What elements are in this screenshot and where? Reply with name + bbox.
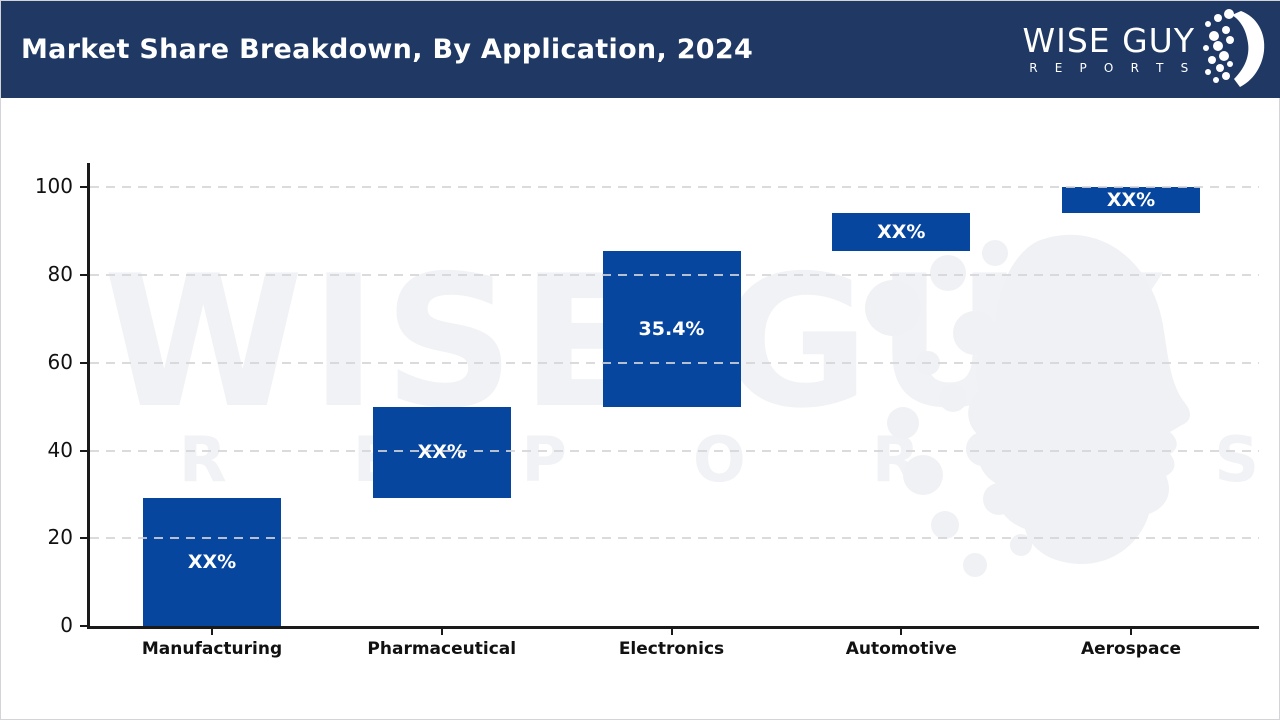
y-tick — [80, 537, 88, 540]
watermark-head-graphic — [865, 234, 1191, 577]
y-tick — [80, 361, 88, 364]
y-tick-label: 60 — [47, 349, 73, 374]
brand-logo-text: WISE GUY R E P O R T S — [1022, 21, 1197, 76]
bar-value-label: XX% — [877, 221, 926, 244]
y-tick-label: 40 — [47, 437, 73, 462]
chart-title: Market Share Breakdown, By Application, … — [21, 34, 754, 65]
bar-automotive: XX% — [832, 213, 971, 252]
x-tick — [670, 628, 673, 635]
brand-subname: R E P O R T S — [1029, 61, 1197, 75]
y-axis-line — [87, 163, 90, 628]
y-tick — [80, 449, 88, 452]
category-label-pharmaceutical: Pharmaceutical — [367, 639, 517, 659]
bar-aerospace: XX% — [1062, 187, 1200, 214]
x-axis-line — [87, 626, 1259, 629]
brand-head-icon — [1203, 9, 1265, 87]
gridline-20 — [90, 537, 1259, 540]
brand-name: WISE GUY — [1022, 21, 1195, 60]
gridline-40 — [90, 449, 1259, 452]
y-tick — [80, 274, 88, 277]
gridline-80 — [90, 274, 1259, 277]
bar-manufacturing: XX% — [143, 497, 281, 626]
bar-electronics: 35.4% — [602, 251, 741, 407]
x-tick — [211, 628, 213, 635]
category-label-manufacturing: Manufacturing — [141, 639, 283, 659]
gridline-60 — [90, 361, 1259, 364]
y-tick-label: 20 — [47, 525, 73, 550]
header-bar: Market Share Breakdown, By Application, … — [1, 1, 1280, 98]
x-tick — [900, 628, 903, 635]
bar-pharmaceutical: XX% — [372, 406, 511, 498]
y-tick-label: 100 — [34, 174, 73, 199]
bar-value-label: XX% — [417, 441, 466, 464]
category-label-electronics: Electronics — [618, 639, 725, 659]
bar-value-label: XX% — [1106, 189, 1156, 212]
x-tick — [1130, 628, 1132, 635]
brand-logo: WISE GUY R E P O R T S — [1022, 6, 1271, 92]
y-tick-label: 80 — [47, 262, 73, 287]
y-tick — [80, 186, 88, 189]
bar-value-label: XX% — [187, 550, 237, 573]
y-tick-label: 0 — [60, 613, 73, 637]
bar-value-label: 35.4% — [638, 317, 705, 340]
category-label-automotive: Automotive — [845, 639, 957, 659]
y-tick — [80, 625, 88, 627]
x-tick — [440, 628, 443, 635]
gridline-100 — [90, 186, 1259, 189]
category-label-aerospace: Aerospace — [1080, 639, 1182, 659]
